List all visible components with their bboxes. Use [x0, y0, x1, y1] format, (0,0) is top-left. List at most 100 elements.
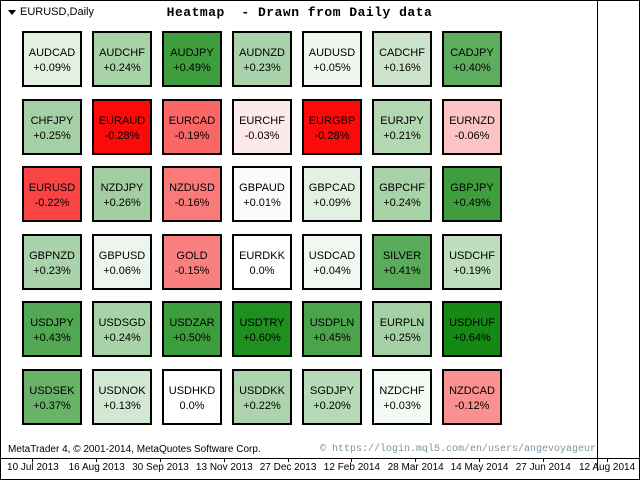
tile-chfjpy[interactable]: CHFJPY +0.25%	[22, 98, 82, 155]
tile-change: -0.28%	[104, 129, 140, 142]
tile-silver[interactable]: SILVER +0.41%	[372, 233, 432, 290]
time-axis-label: 12 Aug 2014	[578, 462, 636, 473]
tile-symbol: USDZAR	[169, 317, 215, 329]
tile-gbpchf[interactable]: GBPCHF +0.24%	[372, 166, 432, 222]
tile-eurpln[interactable]: EURPLN +0.25%	[372, 301, 432, 357]
tile-gbpjpy[interactable]: GBPJPY +0.49%	[442, 166, 502, 222]
tile-usdnok[interactable]: USDNOK +0.13%	[92, 368, 152, 425]
tile-audusd[interactable]: AUDUSD +0.05%	[302, 31, 362, 87]
time-axis-tick	[415, 459, 417, 462]
tile-usdzar[interactable]: USDZAR +0.50%	[162, 301, 222, 357]
tile-change: +0.24%	[103, 62, 141, 74]
tile-usdpln[interactable]: USDPLN +0.45%	[302, 301, 362, 357]
tile-gold[interactable]: GOLD -0.15%	[162, 233, 222, 290]
tile-symbol: EURPLN	[379, 317, 425, 329]
tile-eurnzd[interactable]: EURNZD -0.06%	[442, 98, 502, 155]
time-axis-label: 27 Jun 2014	[515, 462, 571, 473]
tile-symbol: EURDKK	[239, 249, 285, 262]
tile-symbol: USDSGD	[98, 317, 146, 329]
tile-audchf[interactable]: AUDCHF +0.24%	[92, 31, 152, 87]
tile-symbol: NZDJPY	[100, 182, 144, 194]
tile-nzdchf[interactable]: NZDCHF +0.03%	[372, 368, 432, 425]
tile-eurgbp[interactable]: EURGBP -0.28%	[302, 98, 362, 155]
tile-change: -0.12%	[454, 399, 490, 412]
tile-usdhuf[interactable]: USDHUF +0.64%	[442, 301, 502, 357]
tile-change: 0.0%	[179, 399, 205, 412]
tile-nzdusd[interactable]: NZDUSD -0.16%	[162, 166, 222, 222]
chart-title: Heatmap - Drawn from Daily data	[166, 5, 433, 20]
tile-cadchf[interactable]: CADCHF +0.16%	[372, 31, 432, 87]
tile-usdchf[interactable]: USDCHF +0.19%	[442, 233, 502, 290]
tile-symbol: USDHUF	[449, 317, 495, 329]
dropdown-arrow-icon	[8, 9, 16, 15]
tile-cadjpy[interactable]: CADJPY +0.40%	[442, 31, 502, 87]
tile-symbol: USDDKK	[239, 384, 285, 397]
tile-change: +0.37%	[33, 399, 71, 412]
time-axis-label: 14 May 2014	[450, 462, 509, 473]
tile-symbol: GOLD	[176, 249, 208, 262]
tile-change: +0.05%	[313, 62, 351, 74]
time-axis-label: 16 Aug 2013	[68, 462, 125, 473]
tile-symbol: CADJPY	[450, 47, 494, 59]
tile-symbol: USDSEK	[29, 384, 75, 397]
tile-symbol: EURJPY	[380, 114, 424, 127]
tile-symbol: EURGBP	[308, 114, 356, 127]
watermark-text: © https://login.mql5.com/en/users/angevo…	[319, 444, 596, 455]
tile-eurdkk[interactable]: EURDKK 0.0%	[232, 233, 292, 290]
tile-change: +0.04%	[313, 264, 351, 277]
tile-sgdjpy[interactable]: SGDJPY +0.20%	[302, 368, 362, 425]
tile-change: -0.15%	[174, 264, 210, 277]
time-axis-cell: 10 Jul 2013	[1, 459, 65, 479]
tile-change: -0.03%	[244, 129, 280, 142]
time-axis-cell: 27 Dec 2013	[256, 459, 320, 479]
tile-euraud[interactable]: EURAUD -0.28%	[92, 98, 152, 155]
tile-eurchf[interactable]: EURCHF -0.03%	[232, 98, 292, 155]
tile-usdhkd[interactable]: USDHKD 0.0%	[162, 368, 222, 425]
tile-change: -0.16%	[174, 197, 210, 209]
tile-symbol: EURCAD	[168, 114, 216, 127]
tile-change: +0.25%	[383, 332, 421, 344]
symbol-period-label: EURUSD,Daily	[8, 6, 94, 18]
tile-usdtry[interactable]: USDTRY +0.60%	[232, 301, 292, 357]
tile-eurjpy[interactable]: EURJPY +0.21%	[372, 98, 432, 155]
tile-gbpnzd[interactable]: GBPNZD +0.23%	[22, 233, 82, 290]
tile-usdjpy[interactable]: USDJPY +0.43%	[22, 301, 82, 357]
tile-gbpcad[interactable]: GBPCAD +0.09%	[302, 166, 362, 222]
tile-usdsgd[interactable]: USDSGD +0.24%	[92, 301, 152, 357]
time-axis-cell: 13 Nov 2013	[192, 459, 256, 479]
tile-symbol: NZDUSD	[169, 182, 215, 194]
tile-symbol: USDTRY	[239, 317, 285, 329]
time-axis-label: 28 Mar 2014	[387, 462, 444, 473]
tile-change: +0.49%	[453, 197, 491, 209]
tile-usdcad[interactable]: USDCAD +0.04%	[302, 233, 362, 290]
tile-audcad[interactable]: AUDCAD +0.09%	[22, 31, 82, 87]
tile-audnzd[interactable]: AUDNZD +0.23%	[232, 31, 292, 87]
tile-symbol: USDHKD	[168, 384, 216, 397]
tile-symbol: AUDJPY	[170, 47, 214, 59]
tile-change: +0.24%	[383, 197, 421, 209]
tile-change: +0.24%	[103, 332, 141, 344]
tile-usdsek[interactable]: USDSEK +0.37%	[22, 368, 82, 425]
tile-symbol: GBPCHF	[379, 182, 425, 194]
tile-eurusd[interactable]: EURUSD -0.22%	[22, 166, 82, 222]
tile-symbol: USDJPY	[30, 317, 74, 329]
tile-eurcad[interactable]: EURCAD -0.19%	[162, 98, 222, 155]
time-axis-cell: 30 Sep 2013	[129, 459, 193, 479]
tile-change: +0.09%	[33, 62, 71, 74]
tile-audjpy[interactable]: AUDJPY +0.49%	[162, 31, 222, 87]
tile-change: +0.43%	[33, 332, 71, 344]
tile-gbpaud[interactable]: GBPAUD +0.01%	[232, 166, 292, 222]
time-axis-label: 30 Sep 2013	[132, 462, 189, 473]
tile-symbol: SILVER	[382, 249, 422, 262]
tile-nzdcad[interactable]: NZDCAD -0.12%	[442, 368, 502, 425]
time-axis-tick	[287, 459, 289, 462]
tile-nzdjpy[interactable]: NZDJPY +0.26%	[92, 166, 152, 222]
tile-change: +0.26%	[103, 197, 141, 209]
time-axis[interactable]: 10 Jul 2013 16 Aug 2013 30 Sep 2013 13 Nov …	[1, 459, 639, 479]
tile-change: 0.0%	[249, 264, 275, 277]
time-axis-label: 12 Feb 2014	[323, 462, 380, 473]
tile-usddkk[interactable]: USDDKK +0.22%	[232, 368, 292, 425]
time-axis-tick	[223, 459, 225, 462]
tile-gbpusd[interactable]: GBPUSD +0.06%	[92, 233, 152, 290]
